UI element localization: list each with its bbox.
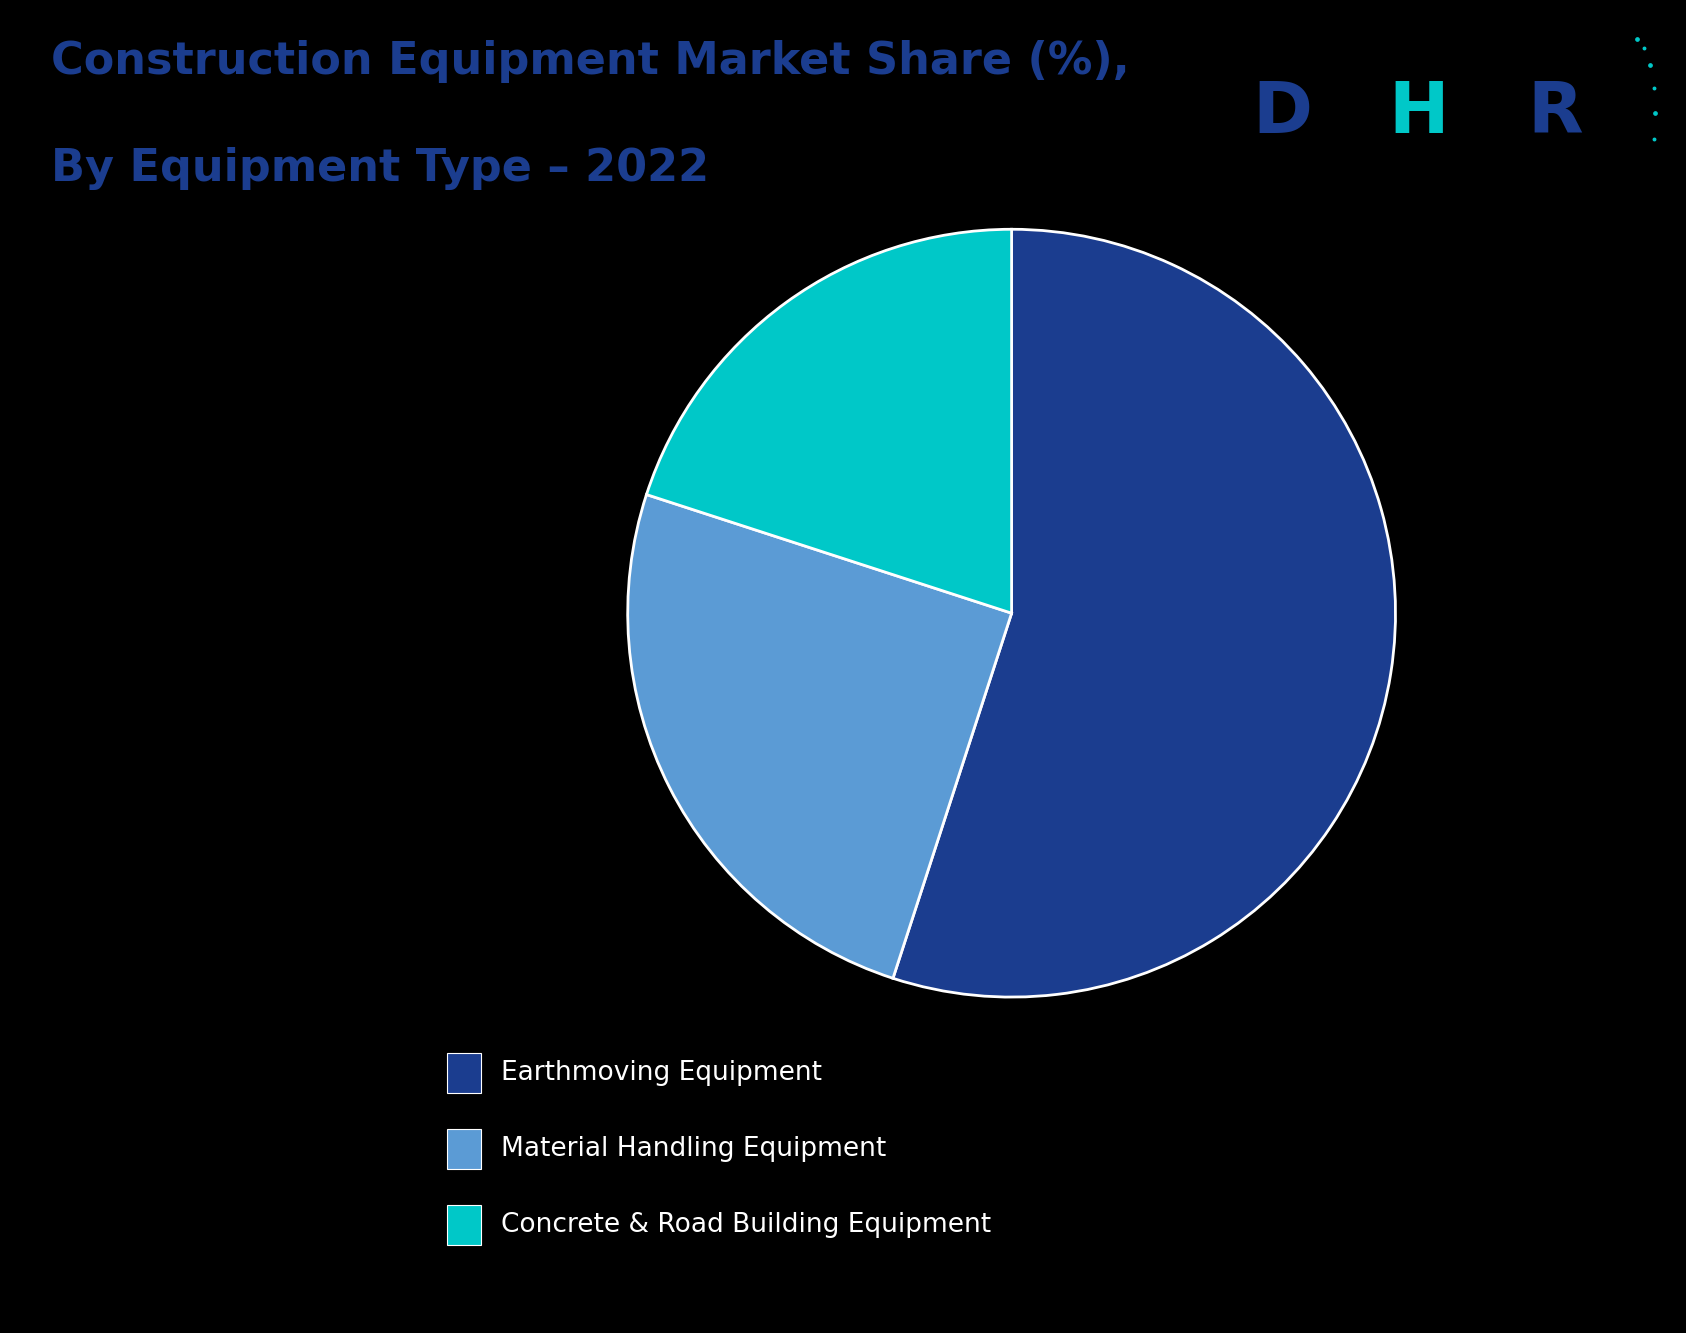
Text: Construction Equipment Market Share (%),: Construction Equipment Market Share (%),	[51, 40, 1130, 83]
Wedge shape	[627, 495, 1012, 978]
Text: Earthmoving Equipment: Earthmoving Equipment	[501, 1060, 821, 1086]
Text: R: R	[1528, 79, 1583, 148]
Wedge shape	[894, 229, 1396, 997]
Text: H: H	[1389, 79, 1448, 148]
Text: By Equipment Type – 2022: By Equipment Type – 2022	[51, 147, 708, 189]
Wedge shape	[646, 229, 1012, 613]
Text: D: D	[1253, 79, 1312, 148]
Text: Concrete & Road Building Equipment: Concrete & Road Building Equipment	[501, 1212, 991, 1238]
Text: Material Handling Equipment: Material Handling Equipment	[501, 1136, 885, 1162]
